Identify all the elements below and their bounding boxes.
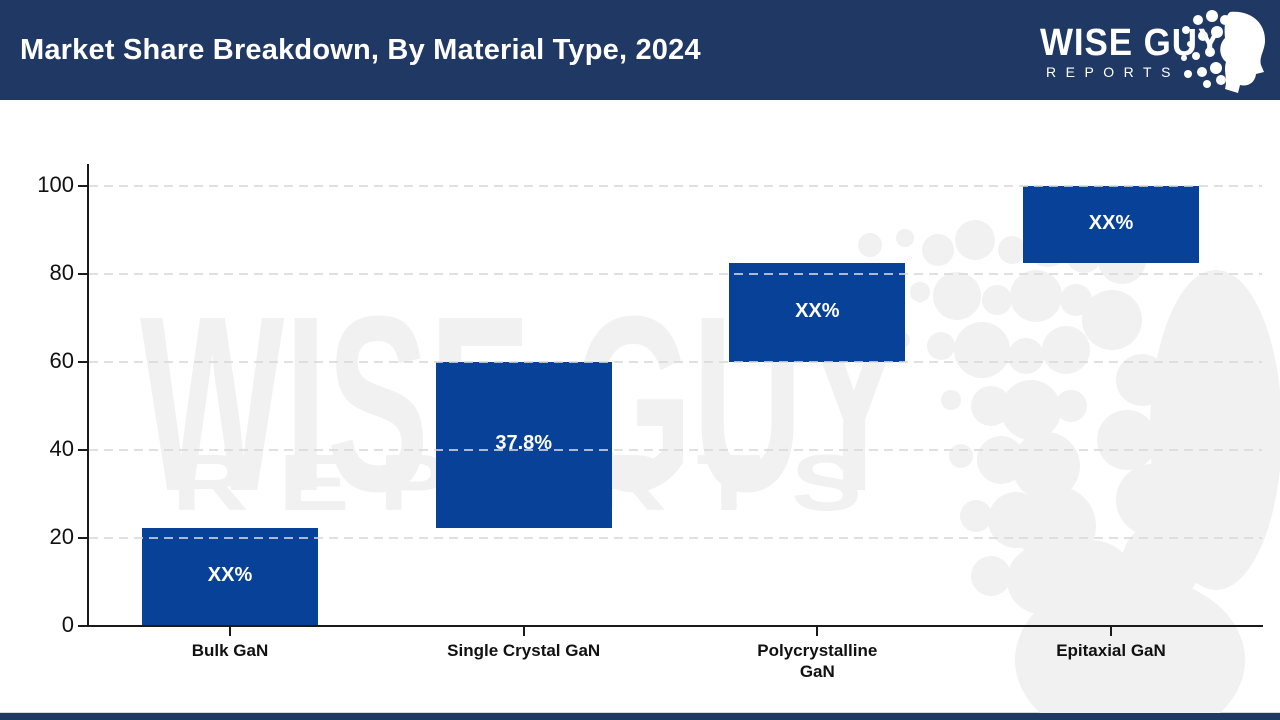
footer-band bbox=[0, 713, 1280, 720]
y-axis-label: 80 bbox=[49, 260, 74, 285]
x-axis-spine bbox=[87, 625, 1263, 627]
x-axis-category-label: Single Crystal GaN bbox=[447, 641, 601, 660]
bar-value-label: 37.8% bbox=[495, 432, 553, 455]
header-band: Market Share Breakdown, By Material Type… bbox=[0, 0, 1280, 100]
watermark-face-dots bbox=[858, 220, 1280, 713]
y-axis-label: 40 bbox=[49, 436, 74, 461]
y-axis-tick-20 bbox=[78, 537, 87, 539]
wise-guy-reports-logo: WISE GUY REPORTS bbox=[1006, 8, 1266, 93]
bar-value-label: XX% bbox=[1088, 211, 1134, 234]
gridline-100 bbox=[89, 185, 1262, 187]
y-axis-label: 100 bbox=[37, 172, 74, 197]
y-axis-label: 0 bbox=[61, 612, 74, 637]
gridline-60 bbox=[89, 361, 1262, 363]
bar-segment bbox=[1023, 186, 1199, 263]
logo-face-icon bbox=[1181, 10, 1266, 93]
bottom-divider bbox=[0, 712, 1280, 713]
y-axis-tick-40 bbox=[78, 449, 87, 451]
bar-value-label: XX% bbox=[207, 564, 253, 587]
y-axis-tick-100 bbox=[78, 185, 87, 187]
x-axis-category-label: Epitaxial GaN bbox=[1056, 641, 1166, 660]
x-axis-category-label: Polycrystalline GaN bbox=[757, 641, 878, 682]
gridline-80 bbox=[89, 273, 1262, 275]
x-axis-tick bbox=[1110, 627, 1112, 636]
y-axis-spine bbox=[87, 164, 89, 627]
gridline-20 bbox=[89, 537, 1262, 539]
gridline-40 bbox=[89, 449, 1262, 451]
y-axis-label: 20 bbox=[49, 524, 74, 549]
x-axis-category-label: Bulk GaN bbox=[191, 641, 269, 660]
bar-segment bbox=[435, 362, 612, 529]
y-axis-tick-0 bbox=[78, 625, 87, 627]
logo-subtitle: REPORTS bbox=[1046, 64, 1180, 80]
bar-segment bbox=[142, 528, 318, 626]
x-axis-tick bbox=[816, 627, 819, 636]
x-axis-tick bbox=[229, 627, 231, 636]
bar-value-label: XX% bbox=[795, 299, 840, 322]
x-axis-tick bbox=[522, 627, 525, 636]
plot-area: WISE GUY R E P O R T S bbox=[0, 100, 1280, 713]
y-axis-tick-80 bbox=[78, 273, 87, 275]
y-axis-tick-60 bbox=[78, 361, 87, 363]
y-axis-label: 60 bbox=[49, 348, 74, 373]
chart-title: Market Share Breakdown, By Material Type… bbox=[20, 33, 701, 66]
bar-segment bbox=[729, 263, 906, 362]
